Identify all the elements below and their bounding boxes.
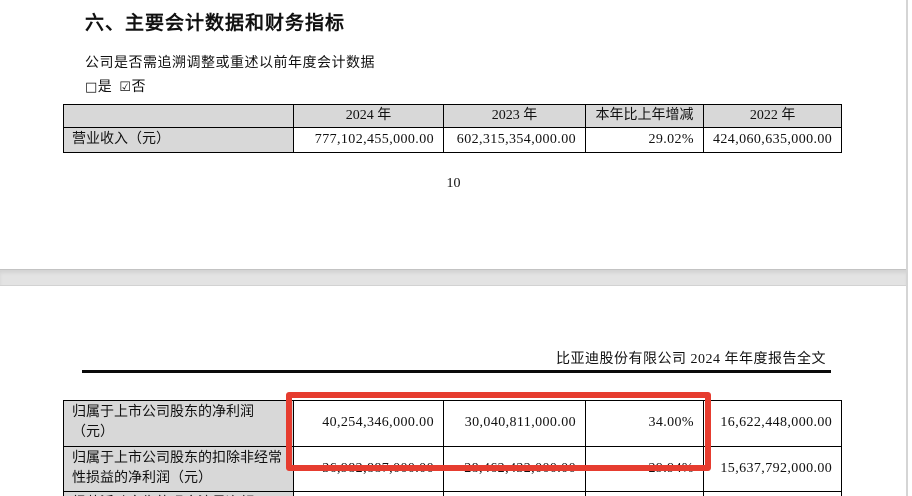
section-heading: 六、主要会计数据和财务指标 <box>85 13 346 34</box>
value-change: 29.94% <box>585 445 704 493</box>
header-2022: 2022 年 <box>702 104 843 128</box>
value-2024: 133,453,873,000.00 <box>293 491 444 496</box>
header-yoy-change: 本年比上年增减 <box>585 104 704 128</box>
row-label: 经营活动产生的现金流量净额（元） <box>63 491 294 496</box>
financial-table-page2: 归属于上市公司股东的净利润（元） 40,254,346,000.00 30,04… <box>63 400 843 496</box>
table-row-net-profit: 归属于上市公司股东的净利润（元） 40,254,346,000.00 30,04… <box>63 400 843 447</box>
restatement-question: 公司是否需追溯调整或重述以前年度会计数据 <box>85 56 375 71</box>
header-rule <box>82 370 831 373</box>
row-label: 营业收入（元） <box>63 126 294 154</box>
option-no-label: 否 <box>131 80 146 95</box>
header-2024: 2024 年 <box>293 104 444 128</box>
value-change: 29.02% <box>585 126 704 154</box>
value-2022: 16,622,448,000.00 <box>702 400 843 447</box>
table-header-row: 2024 年 2023 年 本年比上年增减 2022 年 <box>63 104 843 128</box>
row-label: 归属于上市公司股东的净利润（元） <box>63 400 294 447</box>
value-2023: 169,725,025,000.00 <box>443 491 586 496</box>
checkbox-unchecked-icon: □ <box>85 80 98 95</box>
value-2022: 140,837,657,000.00 <box>702 491 843 496</box>
value-2023: 28,462,432,000.00 <box>443 445 586 493</box>
financial-table-page1: 2024 年 2023 年 本年比上年增减 2022 年 营业收入（元） 777… <box>63 104 843 154</box>
value-change: -21.37% <box>585 491 704 496</box>
table-row-operating-cash-flow: 经营活动产生的现金流量净额（元） 133,453,873,000.00 169,… <box>63 491 843 496</box>
value-2024: 36,982,887,000.00 <box>293 445 444 493</box>
header-2023: 2023 年 <box>443 104 586 128</box>
header-indicator <box>63 104 294 128</box>
report-page-10: 六、主要会计数据和财务指标 公司是否需追溯调整或重述以前年度会计数据 □是 ☑否 … <box>63 13 843 191</box>
page-number: 10 <box>446 176 461 191</box>
restatement-answer: □是 ☑否 <box>85 76 146 96</box>
value-2022: 15,637,792,000.00 <box>702 445 843 493</box>
value-change: 34.00% <box>585 400 704 447</box>
value-2023: 30,040,811,000.00 <box>443 400 586 447</box>
checkbox-checked-icon: ☑ <box>119 80 132 95</box>
table-row-net-profit-excl-nonrecurring: 归属于上市公司股东的扣除非经常性损益的净利润（元） 36,982,887,000… <box>63 445 843 493</box>
value-2024: 40,254,346,000.00 <box>293 400 444 447</box>
table-row-revenue: 营业收入（元） 777,102,455,000.00 602,315,354,0… <box>63 126 843 154</box>
value-2024: 777,102,455,000.00 <box>293 126 444 154</box>
value-2023: 602,315,354,000.00 <box>443 126 586 154</box>
option-yes-label: 是 <box>97 80 113 95</box>
page-separator <box>0 269 907 286</box>
document-header: 比亚迪股份有限公司 2024 年年度报告全文 <box>556 352 826 367</box>
report-page-11: 比亚迪股份有限公司 2024 年年度报告全文 归属于上市公司股东的净利润（元） … <box>0 286 907 496</box>
page-right-edge <box>906 0 908 496</box>
row-label: 归属于上市公司股东的扣除非经常性损益的净利润（元） <box>63 445 294 493</box>
value-2022: 424,060,635,000.00 <box>702 126 843 154</box>
